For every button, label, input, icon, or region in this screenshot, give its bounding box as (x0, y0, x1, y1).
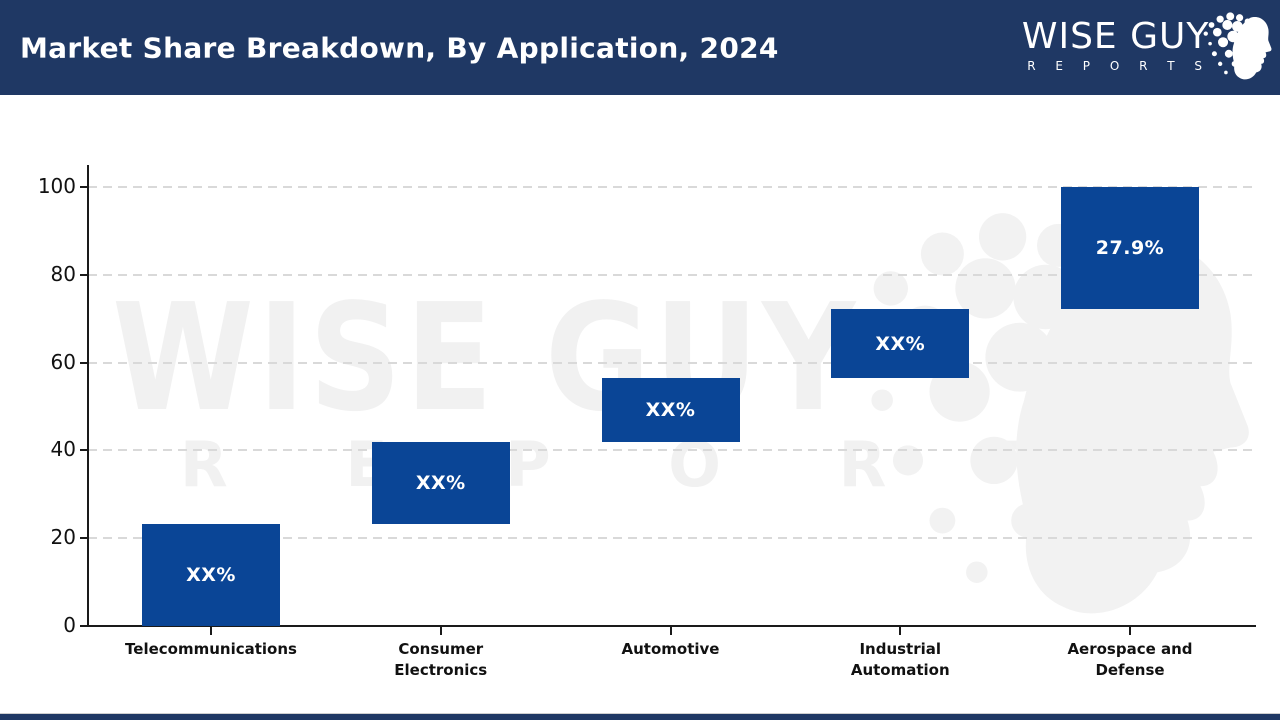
x-category-label: Automotive (556, 639, 786, 660)
x-tick-mark (439, 627, 442, 635)
x-tick-mark (1129, 627, 1131, 635)
bar-value-label: 27.9% (1095, 237, 1165, 260)
x-category-label-line: Defense (1095, 661, 1165, 679)
bar-value-label: XX% (875, 332, 926, 355)
gridline (88, 537, 1255, 540)
x-category-label: Aerospace and Defense (1015, 639, 1245, 681)
gridline (88, 273, 1255, 276)
y-tick-mark (80, 449, 87, 452)
x-category-label: Industrial Automation (785, 639, 1015, 681)
x-tick-mark (669, 627, 672, 635)
bar-segment: 27.9% (1061, 187, 1199, 310)
bar-value-label: XX% (645, 399, 696, 421)
bottom-hairline (0, 713, 1280, 714)
x-category-label: Telecommunications (96, 639, 326, 660)
bar-segment: XX% (601, 377, 740, 443)
y-tick-mark (80, 186, 87, 188)
x-category-label: Consumer Electronics (326, 639, 556, 681)
gridline (88, 361, 1255, 364)
logo-face-icon (1203, 12, 1272, 80)
footer-bar (0, 714, 1280, 720)
bar-segment: XX% (142, 523, 280, 626)
y-tick-mark (80, 537, 87, 540)
bar-segment: XX% (831, 309, 970, 378)
y-tick-mark (80, 625, 87, 627)
y-tick-label: 100 (37, 174, 76, 198)
header-bar: Market Share Breakdown, By Application, … (0, 0, 1280, 95)
y-tick-mark (80, 273, 87, 276)
y-tick-label: 20 (50, 525, 76, 550)
bar-value-label: XX% (415, 471, 466, 494)
y-tick-label: 0 (63, 613, 76, 637)
x-tick-mark (899, 627, 902, 635)
gridline (88, 186, 1255, 188)
bar-value-label: XX% (186, 563, 236, 586)
x-category-label-line: Consumer (398, 640, 484, 658)
y-tick-mark (80, 361, 87, 364)
x-category-label-line: Automation (850, 661, 950, 679)
wise-guy-reports-logo: WISE GUY R E P O R T S (1016, 11, 1272, 85)
watermark-face-icon (843, 213, 1249, 614)
logo-wise-guy-label: WISE GUY (1021, 16, 1210, 57)
x-category-label-line: Automotive (621, 640, 720, 658)
y-tick-label: 60 (50, 349, 76, 374)
y-axis-spine (87, 165, 89, 627)
x-category-label-line: Industrial (859, 640, 942, 658)
page-title: Market Share Breakdown, By Application, … (20, 31, 779, 64)
x-axis-spine (87, 625, 1256, 627)
y-tick-label: 80 (50, 261, 76, 286)
x-tick-mark (210, 627, 212, 635)
x-category-label-line: Aerospace and (1067, 640, 1193, 658)
x-category-label-line: Telecommunications (125, 640, 297, 658)
y-tick-label: 40 (50, 437, 76, 462)
logo-text: WISE GUY R E P O R T S (1021, 16, 1210, 74)
x-category-label-line: Electronics (394, 661, 488, 679)
gridline (88, 449, 1255, 452)
bar-segment: XX% (371, 442, 510, 524)
logo-reports-label: R E P O R T S (1027, 59, 1210, 73)
